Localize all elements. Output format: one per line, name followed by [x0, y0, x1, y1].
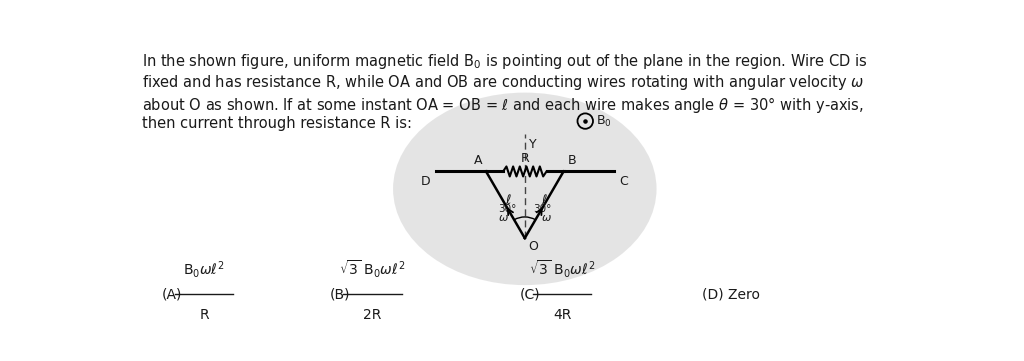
- Text: R: R: [199, 308, 209, 322]
- Text: 30°: 30°: [499, 204, 517, 214]
- Text: $\omega$: $\omega$: [498, 213, 509, 223]
- Text: D: D: [421, 174, 430, 187]
- Text: (A): (A): [162, 287, 181, 301]
- Text: Y: Y: [528, 138, 537, 151]
- Text: $\ell$: $\ell$: [541, 193, 548, 207]
- Text: A: A: [474, 154, 482, 167]
- Ellipse shape: [393, 93, 656, 285]
- Text: $\sqrt{3}$ B$_0\omega\ell^2$: $\sqrt{3}$ B$_0\omega\ell^2$: [339, 259, 406, 280]
- Text: (B): (B): [330, 287, 350, 301]
- Text: In the shown figure, uniform magnetic field B$_0$ is pointing out of the plane i: In the shown figure, uniform magnetic fi…: [142, 52, 867, 71]
- Text: $\omega$: $\omega$: [541, 213, 552, 223]
- Text: 4R: 4R: [553, 308, 571, 322]
- Text: B$_0\omega\ell^2$: B$_0\omega\ell^2$: [183, 260, 225, 280]
- Text: B$_0$: B$_0$: [596, 114, 611, 129]
- Text: fixed and has resistance R, while OA and OB are conducting wires rotating with a: fixed and has resistance R, while OA and…: [142, 73, 864, 92]
- Text: B: B: [567, 154, 577, 167]
- Text: 30°: 30°: [532, 204, 551, 214]
- Text: $\sqrt{3}$ B$_0\omega\ell^2$: $\sqrt{3}$ B$_0\omega\ell^2$: [528, 259, 595, 280]
- Text: C: C: [620, 174, 628, 187]
- Text: then current through resistance R is:: then current through resistance R is:: [142, 117, 412, 131]
- Text: (C): (C): [519, 287, 540, 301]
- Text: O: O: [528, 240, 539, 253]
- Text: R: R: [520, 152, 529, 165]
- Text: (D) Zero: (D) Zero: [701, 287, 760, 301]
- Text: $\ell$: $\ell$: [505, 193, 512, 207]
- Text: about O as shown. If at some instant OA = OB = $\ell$ and each wire makes angle : about O as shown. If at some instant OA …: [142, 95, 864, 115]
- Text: 2R: 2R: [362, 308, 381, 322]
